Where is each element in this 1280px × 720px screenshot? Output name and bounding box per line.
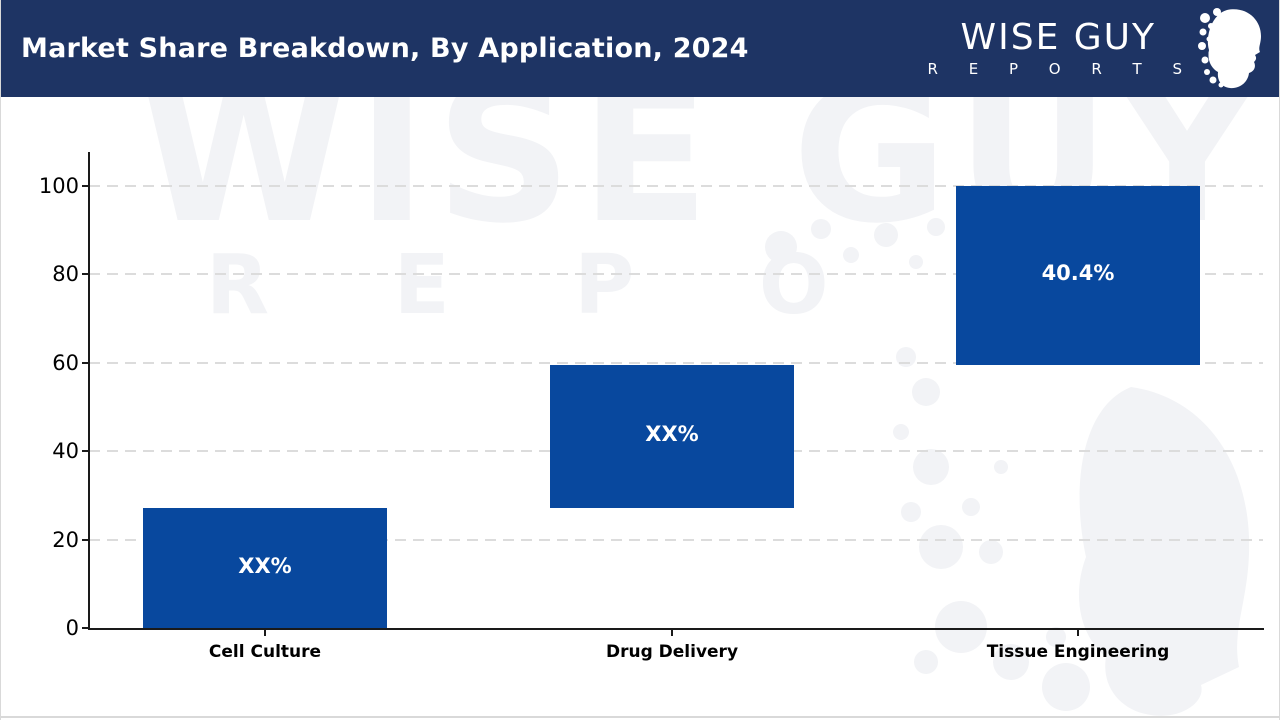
header-bar: Market Share Breakdown, By Application, … xyxy=(1,0,1279,97)
y-gridline xyxy=(89,185,1263,187)
y-gridline xyxy=(89,273,1263,276)
y-tick-mark xyxy=(82,361,88,364)
face-logo-icon xyxy=(1198,7,1261,88)
y-tick-label: 80 xyxy=(52,262,79,287)
x-tick-mark xyxy=(1077,630,1079,636)
brand-wordmark: WISE GUY R E P O R T S xyxy=(922,20,1195,77)
y-tick-mark xyxy=(82,273,88,276)
x-tick-mark xyxy=(264,630,266,636)
y-gridline xyxy=(89,538,1263,541)
y-gridline xyxy=(89,361,1263,364)
page-title: Market Share Breakdown, By Application, … xyxy=(21,33,749,64)
footer-divider xyxy=(1,716,1279,718)
bar-tissue-engineering xyxy=(956,186,1200,365)
y-tick-mark xyxy=(82,627,88,629)
x-tick-label: Drug Delivery xyxy=(605,642,739,662)
y-tick-mark xyxy=(82,450,88,453)
y-tick-label: 20 xyxy=(52,527,79,552)
bar-value-label: 40.4% xyxy=(1041,261,1115,286)
bar-drug-delivery xyxy=(550,364,794,509)
y-tick-label: 100 xyxy=(38,174,79,198)
bar-value-label: XX% xyxy=(645,422,699,447)
x-tick-mark xyxy=(671,630,673,636)
brand-logo: WISE GUY R E P O R T S xyxy=(922,6,1265,92)
y-axis xyxy=(88,152,90,628)
watermark-face-icon xyxy=(765,218,1250,716)
x-tick-label: Tissue Engineering xyxy=(986,642,1170,662)
bar-cell-culture xyxy=(143,508,387,628)
y-tick-label: 40 xyxy=(52,439,79,464)
y-tick-label: 0 xyxy=(65,616,79,640)
brand-wordmark-line1: WISE GUY xyxy=(960,17,1157,58)
brand-wordmark-line2: R E P O R T S xyxy=(927,60,1195,78)
plot-area: WISE GUY R E P O R T S XX%XX%40.4% 02040… xyxy=(1,60,1279,720)
y-tick-label: 60 xyxy=(52,350,79,375)
x-axis xyxy=(88,628,1264,630)
y-tick-mark xyxy=(82,538,88,541)
y-tick-mark xyxy=(82,185,88,187)
x-tick-label: Cell Culture xyxy=(208,642,322,662)
bar-value-label: XX% xyxy=(238,554,292,579)
